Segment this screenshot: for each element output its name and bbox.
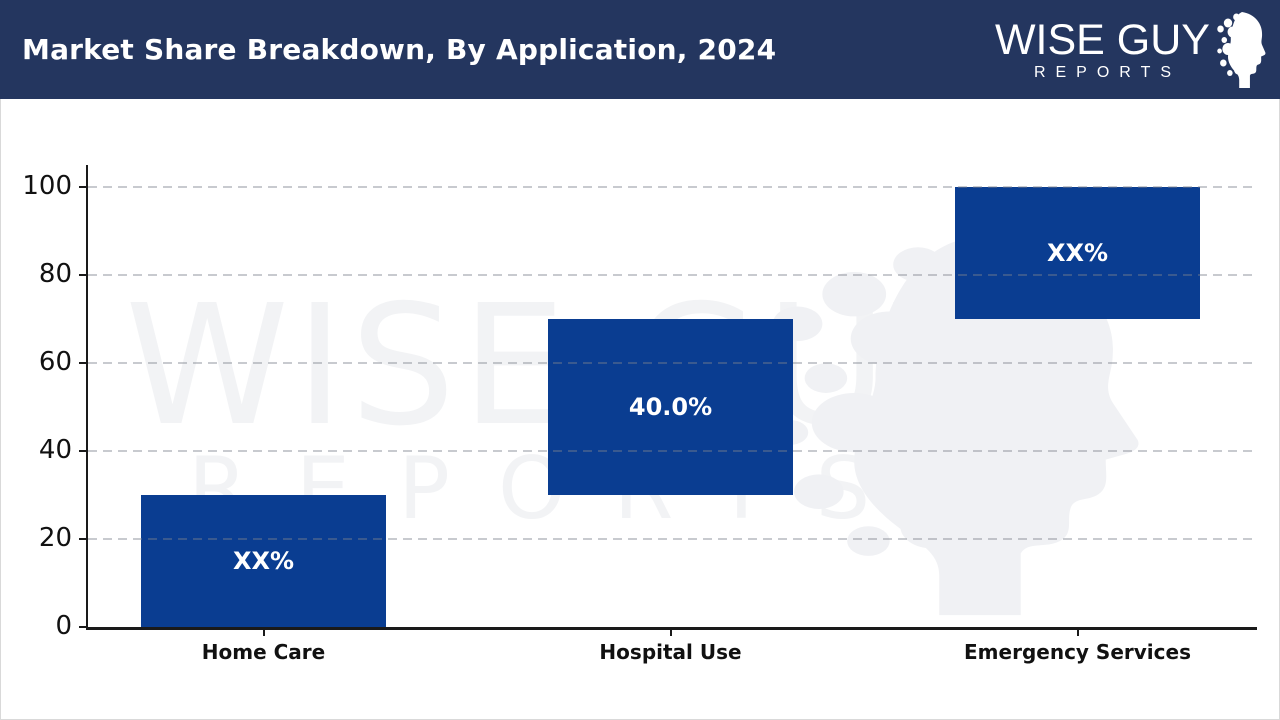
bar-value-label: 40.0% bbox=[628, 393, 713, 421]
chart-plot-area: 0 20 40 60 80 100 XX% Home Care 40.0% Hospital Us… bbox=[0, 99, 1280, 720]
y-tick-mark-60 bbox=[79, 362, 87, 364]
x-axis-label-3: Emergency Services bbox=[964, 640, 1191, 664]
y-axis-spine bbox=[86, 165, 88, 629]
y-tick-mark-40 bbox=[79, 450, 87, 452]
bar-value-label: XX% bbox=[232, 547, 295, 575]
x-axis-spine bbox=[86, 627, 1257, 630]
x-axis-label-1: Home Care bbox=[201, 640, 326, 664]
x-tick-mark bbox=[669, 627, 672, 636]
gridline-y-40 bbox=[88, 450, 1255, 452]
chart-title: Market Share Breakdown, By Application, … bbox=[22, 33, 777, 66]
y-tick-mark-0 bbox=[79, 626, 87, 628]
brand-subtitle: REPORTS bbox=[1033, 64, 1182, 82]
brand-name: WISE GUY bbox=[994, 15, 1210, 64]
header-bar: Market Share Breakdown, By Application, … bbox=[0, 0, 1280, 99]
y-tick-label-80: 80 bbox=[38, 259, 72, 289]
y-tick-label-100: 100 bbox=[22, 171, 72, 201]
x-axis-label-2: Hospital Use bbox=[599, 640, 742, 664]
x-tick-mark bbox=[262, 627, 265, 636]
y-tick-label-40: 40 bbox=[38, 435, 72, 465]
y-tick-label-0: 0 bbox=[55, 611, 72, 641]
bar-hospital-use bbox=[548, 319, 793, 495]
brand-logo: WISE GUY REPORTS bbox=[995, 10, 1270, 90]
bar-value-label: XX% bbox=[1046, 239, 1109, 267]
brand-text: WISE GUY REPORTS bbox=[994, 15, 1210, 82]
y-tick-mark-80 bbox=[79, 274, 87, 276]
y-tick-mark-100 bbox=[79, 186, 87, 188]
x-tick-mark bbox=[1076, 627, 1079, 636]
dotted-head-profile-icon bbox=[1217, 11, 1266, 88]
y-tick-mark-20 bbox=[79, 538, 87, 540]
gridline-y-60 bbox=[88, 362, 1255, 364]
gridline-y-20 bbox=[88, 538, 1255, 540]
gridline-y-100 bbox=[88, 186, 1255, 188]
y-tick-label-20: 20 bbox=[38, 523, 72, 553]
y-tick-label-60: 60 bbox=[38, 347, 72, 377]
gridline-y-80 bbox=[88, 274, 1255, 276]
bar-emergency-services bbox=[955, 187, 1200, 319]
bar-home-care bbox=[141, 495, 386, 627]
